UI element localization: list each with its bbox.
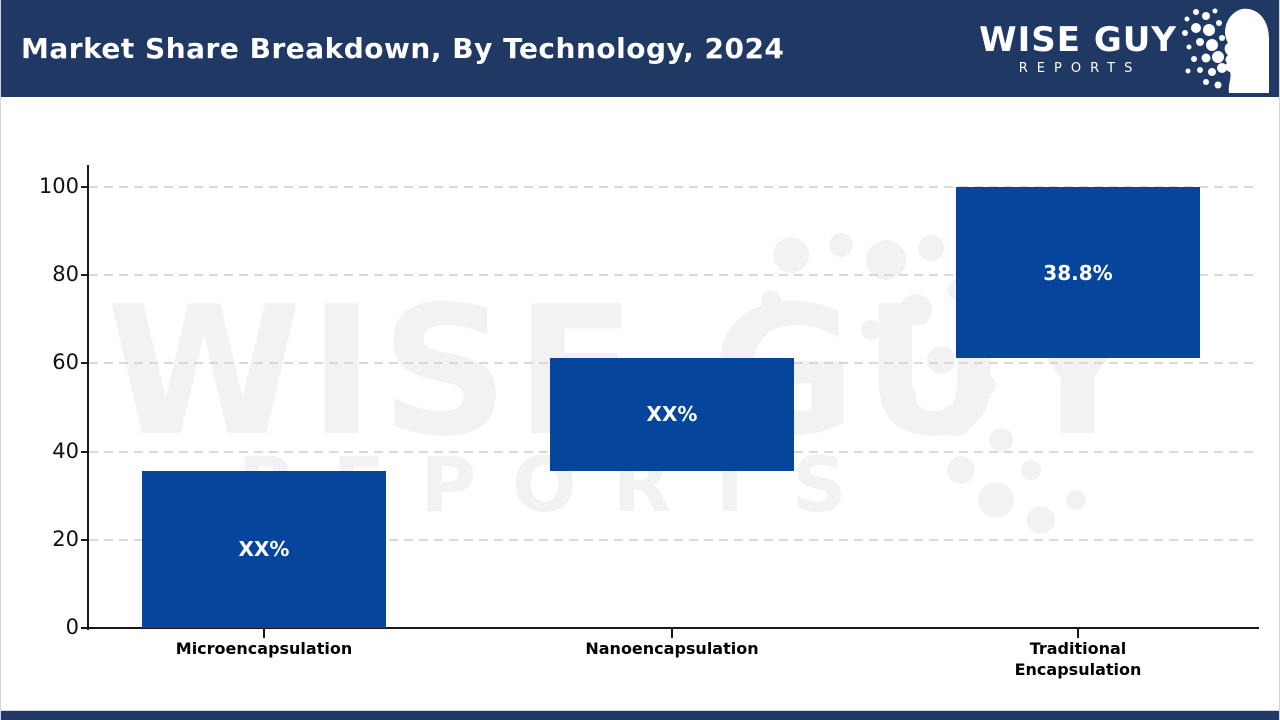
bar-segment: 38.8% — [956, 187, 1200, 359]
footer-bar — [1, 711, 1279, 720]
bar-value-label: XX% — [646, 402, 698, 427]
x-tick-mark — [671, 629, 673, 638]
logo-face-dots-icon — [1182, 8, 1269, 93]
y-tick-mark — [81, 274, 89, 277]
logo-subtitle: REPORTS — [1018, 60, 1142, 76]
bar-value-label: XX% — [238, 537, 290, 562]
header-bar: Market Share Breakdown, By Technology, 2… — [1, 0, 1279, 97]
category-label: Nanoencapsulation — [585, 639, 759, 658]
y-tick-label: 100 — [38, 174, 79, 198]
gridline — [89, 274, 1259, 277]
y-axis-line — [87, 165, 89, 630]
y-tick-label: 0 — [65, 615, 79, 639]
watermark-face-dots — [761, 233, 1086, 534]
y-tick-mark — [81, 362, 89, 365]
logo-wordmark: WISE GUY — [979, 19, 1177, 60]
gridline — [89, 538, 1259, 541]
bar-segment: XX% — [142, 470, 386, 628]
bar-value-label: 38.8% — [1043, 260, 1113, 285]
y-tick-label: 60 — [52, 350, 79, 375]
bar-segment: XX% — [550, 358, 794, 471]
y-tick-mark — [81, 627, 89, 629]
y-tick-label: 40 — [52, 438, 79, 463]
y-tick-mark — [81, 538, 89, 541]
gridline — [89, 186, 1259, 188]
y-tick-label: 80 — [52, 262, 79, 287]
category-label: Traditional Encapsulation — [1014, 639, 1142, 679]
y-tick-label: 20 — [52, 526, 79, 551]
category-label: Microencapsulation — [175, 639, 353, 658]
y-tick-mark — [81, 186, 89, 188]
y-tick-mark — [81, 450, 89, 453]
x-axis-line — [87, 627, 1259, 629]
wiseguy-logo: WISE GUY REPORTS — [979, 5, 1271, 93]
x-tick-mark — [263, 629, 265, 638]
chart-body-frame — [1, 97, 1279, 711]
page-title: Market Share Breakdown, By Technology, 2… — [21, 32, 785, 65]
x-tick-mark — [1077, 629, 1079, 638]
